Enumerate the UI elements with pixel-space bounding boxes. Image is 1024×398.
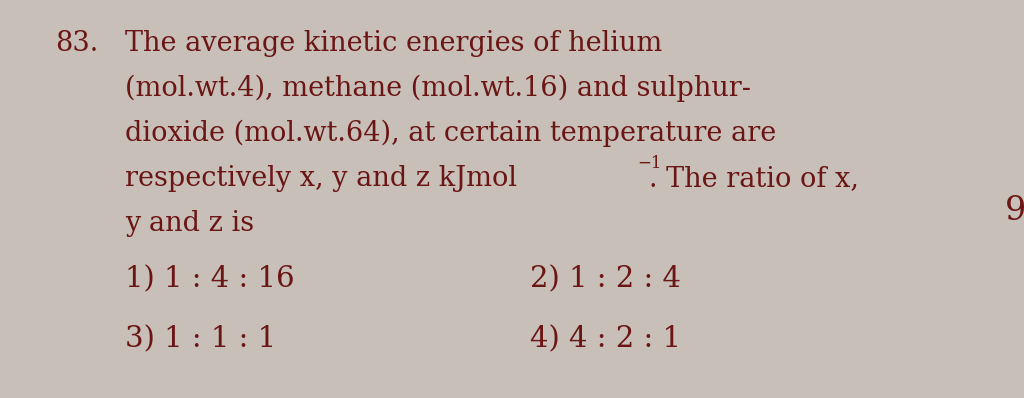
Text: y and z is: y and z is	[125, 210, 254, 237]
Text: 3) 1 : 1 : 1: 3) 1 : 1 : 1	[125, 325, 276, 353]
Text: 4) 4 : 2 : 1: 4) 4 : 2 : 1	[530, 325, 681, 353]
Text: 83.: 83.	[55, 30, 98, 57]
Text: −1: −1	[637, 155, 662, 172]
Text: . The ratio of x,: . The ratio of x,	[649, 165, 859, 192]
Text: (mol.wt.4), methane (mol.wt.16) and sulphur-: (mol.wt.4), methane (mol.wt.16) and sulp…	[125, 75, 751, 102]
Text: The average kinetic energies of helium: The average kinetic energies of helium	[125, 30, 663, 57]
Text: 1) 1 : 4 : 16: 1) 1 : 4 : 16	[125, 265, 295, 293]
Text: dioxide (mol.wt.64), at certain temperature are: dioxide (mol.wt.64), at certain temperat…	[125, 120, 776, 147]
Text: respectively x, y and z kJmol: respectively x, y and z kJmol	[125, 165, 517, 192]
Text: 2) 1 : 2 : 4: 2) 1 : 2 : 4	[530, 265, 681, 293]
Text: 9: 9	[1005, 195, 1024, 227]
